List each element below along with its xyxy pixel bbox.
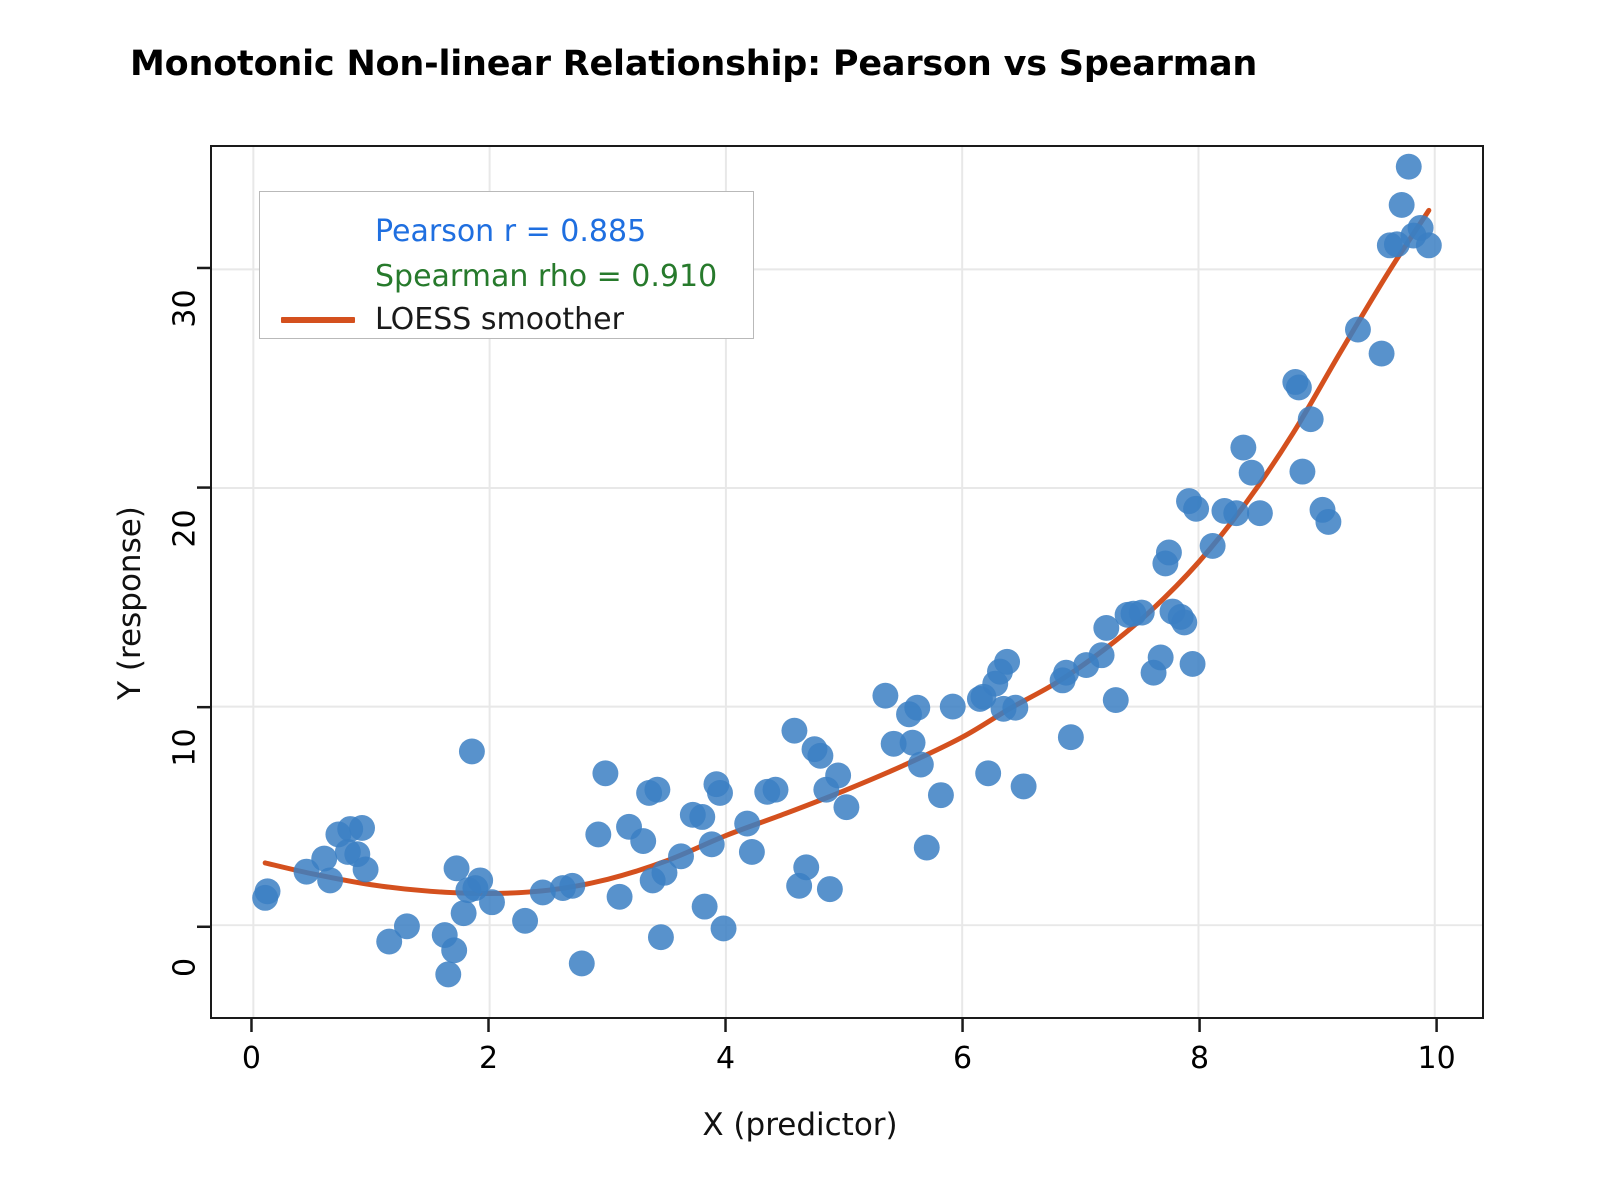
page-title: Monotonic Non-linear Relationship: Pears…: [130, 44, 1258, 84]
legend-item-pearson: Pearson r = 0.885: [260, 209, 753, 254]
x-tick-label: 6: [953, 1041, 973, 1076]
y-tick-label: 0: [167, 957, 203, 977]
loess-line-icon: [280, 316, 355, 323]
legend-label-spearman: Spearman rho = 0.910: [375, 259, 718, 294]
y-tick-label: 30: [167, 289, 203, 328]
x-tick-label: 0: [241, 1041, 262, 1076]
scatter-points: [252, 153, 1442, 988]
scatter-plot-canvas: [212, 147, 1482, 1017]
legend-item-loess: LOESS smoother: [260, 297, 753, 342]
y-tick-label: 20: [167, 508, 203, 548]
legend-swatch-loess: [260, 316, 375, 323]
x-tick-label: 8: [1190, 1041, 1210, 1076]
x-axis-title: X (predictor): [702, 1107, 898, 1143]
x-tick-label: 2: [478, 1041, 499, 1076]
legend-item-spearman: Spearman rho = 0.910: [260, 254, 753, 299]
y-tick-label: 10: [167, 728, 203, 767]
x-tick-label: 10: [1417, 1041, 1456, 1076]
y-axis-title: Y (response): [112, 506, 148, 700]
legend-label-loess: LOESS smoother: [375, 302, 624, 337]
plot-area: [210, 145, 1484, 1019]
chart-legend: Pearson r = 0.885 Spearman rho = 0.910 L…: [259, 191, 754, 339]
legend-label-pearson: Pearson r = 0.885: [375, 214, 647, 249]
x-tick-label: 4: [715, 1041, 736, 1076]
